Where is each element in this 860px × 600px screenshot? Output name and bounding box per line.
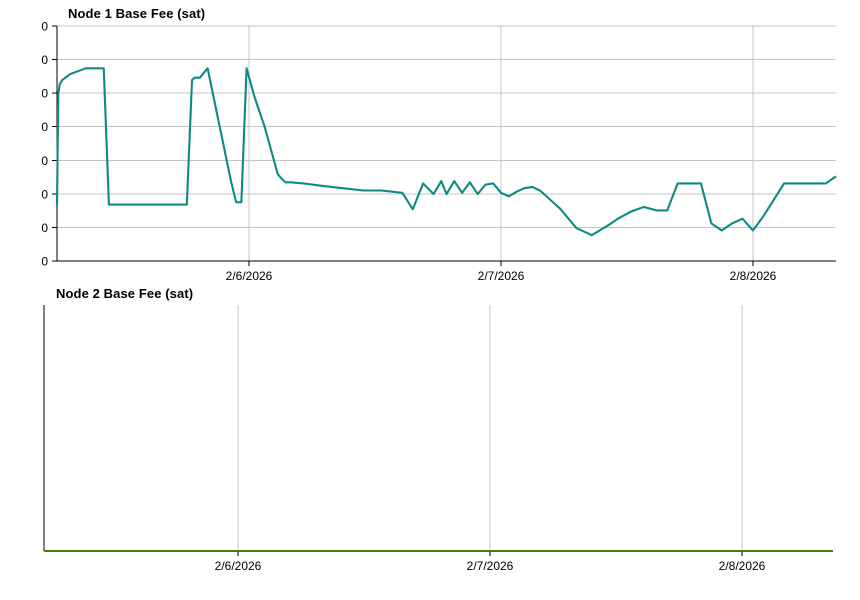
chart-panel-node-1[interactable]: Node 1 Base Fee (sat) 0 0 0 0 0 0 0 0 2/6/2026 2/… [0,0,860,290]
y-tick-label: 0 [41,87,48,101]
chart-title-node-2: Node 2 Base Fee (sat) [56,286,194,301]
chart-title-node-1: Node 1 Base Fee (sat) [68,6,206,21]
y-tick-label: 0 [41,221,48,235]
x-tick-label: 2/6/2026 [226,269,273,283]
y-tick-label: 0 [41,120,48,134]
x-tick-label: 2/7/2026 [467,559,514,573]
x-tick-label: 2/6/2026 [215,559,262,573]
chart-plot-node-1[interactable]: 0 0 0 0 0 0 0 0 2/6/2026 2/7/2026 2/8/2026 [0,0,860,290]
y-tick-label: 0 [41,53,48,67]
y-tick-label: 0 [41,20,48,34]
x-tick-label: 2/7/2026 [478,269,525,283]
series-line [55,67,837,237]
y-tick-label: 0 [41,255,48,269]
y-tick-label: 0 [41,154,48,168]
y-tick-label: 0 [41,187,48,201]
x-tick-label: 2/8/2026 [730,269,777,283]
chart-panel-node-2[interactable]: Node 2 Base Fee (sat) 2/6/2026 2/7/2026 2/… [0,278,860,600]
x-tick-label: 2/8/2026 [719,559,766,573]
chart-plot-node-2[interactable]: 2/6/2026 2/7/2026 2/8/2026 [0,278,860,600]
